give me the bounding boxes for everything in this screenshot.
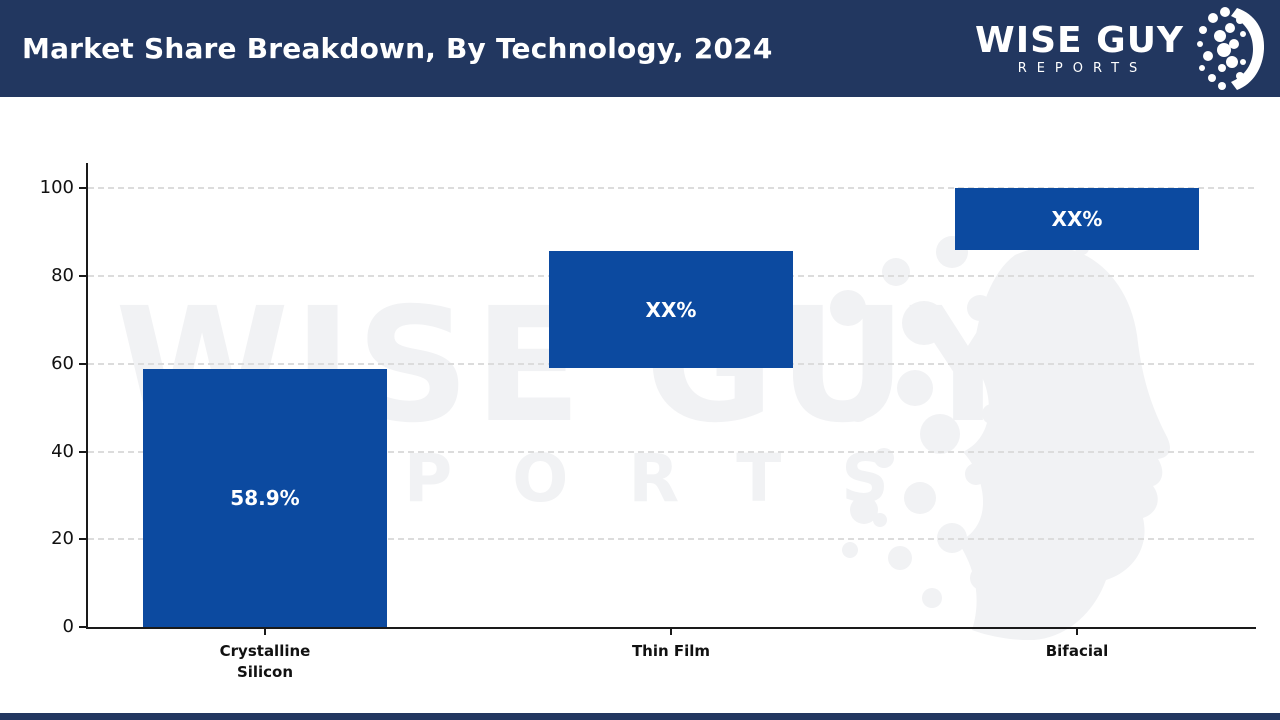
bar-value-label: XX%	[645, 297, 697, 322]
y-axis-tick	[79, 626, 86, 628]
wise-guy-logo: WISE GUY REPORTS	[975, 6, 1280, 92]
y-axis-spine	[86, 163, 88, 629]
y-axis-tick	[79, 538, 86, 541]
bar-value-label: 58.9%	[230, 485, 300, 510]
header-bar: Market Share Breakdown, By Technology, 2…	[0, 0, 1280, 97]
watermark-face-icon	[830, 236, 1170, 640]
x-axis-label: Thin Film	[631, 642, 711, 660]
logo-wordmark-line1: WISE GUY	[974, 19, 1184, 61]
x-axis-tick	[264, 629, 266, 635]
y-axis-tick-label: 80	[51, 265, 74, 287]
y-axis-tick	[79, 275, 86, 278]
gridline	[88, 187, 1254, 190]
y-axis-tick	[79, 362, 86, 365]
gridline	[88, 450, 1254, 453]
bar-crystalline-silicon: 58.9%	[143, 368, 387, 627]
logo-wordmark-line2: REPORTS	[1017, 60, 1148, 76]
y-axis-tick	[79, 187, 86, 190]
x-axis-spine	[86, 627, 1256, 629]
x-axis-label: Bifacial	[1045, 642, 1109, 660]
x-axis-label: Crystalline Silicon	[219, 642, 311, 681]
y-axis-tick-label: 0	[62, 616, 74, 637]
y-axis-tick	[79, 450, 86, 453]
x-axis-tick	[1076, 629, 1078, 635]
chart-title: Market Share Breakdown, By Technology, 2…	[22, 32, 773, 65]
logo-face-icon	[1197, 6, 1265, 90]
gridline	[88, 538, 1254, 541]
footer-bar	[0, 713, 1280, 720]
bar-thin-film: XX%	[549, 251, 793, 369]
plot-area: 0 20 40 60 80 100 58.9% Crystalline Silicon XX% T…	[40, 163, 1256, 681]
bar-value-label: XX%	[1051, 207, 1103, 232]
y-axis-tick-label: 100	[39, 177, 74, 199]
y-axis-tick-label: 20	[51, 528, 74, 550]
y-axis-tick-label: 40	[51, 440, 74, 462]
y-axis-tick-label: 60	[51, 352, 74, 374]
logo-wordmark: WISE GUY REPORTS	[974, 19, 1184, 76]
x-axis-tick	[670, 629, 672, 635]
bar-bifacial: XX%	[955, 188, 1199, 250]
